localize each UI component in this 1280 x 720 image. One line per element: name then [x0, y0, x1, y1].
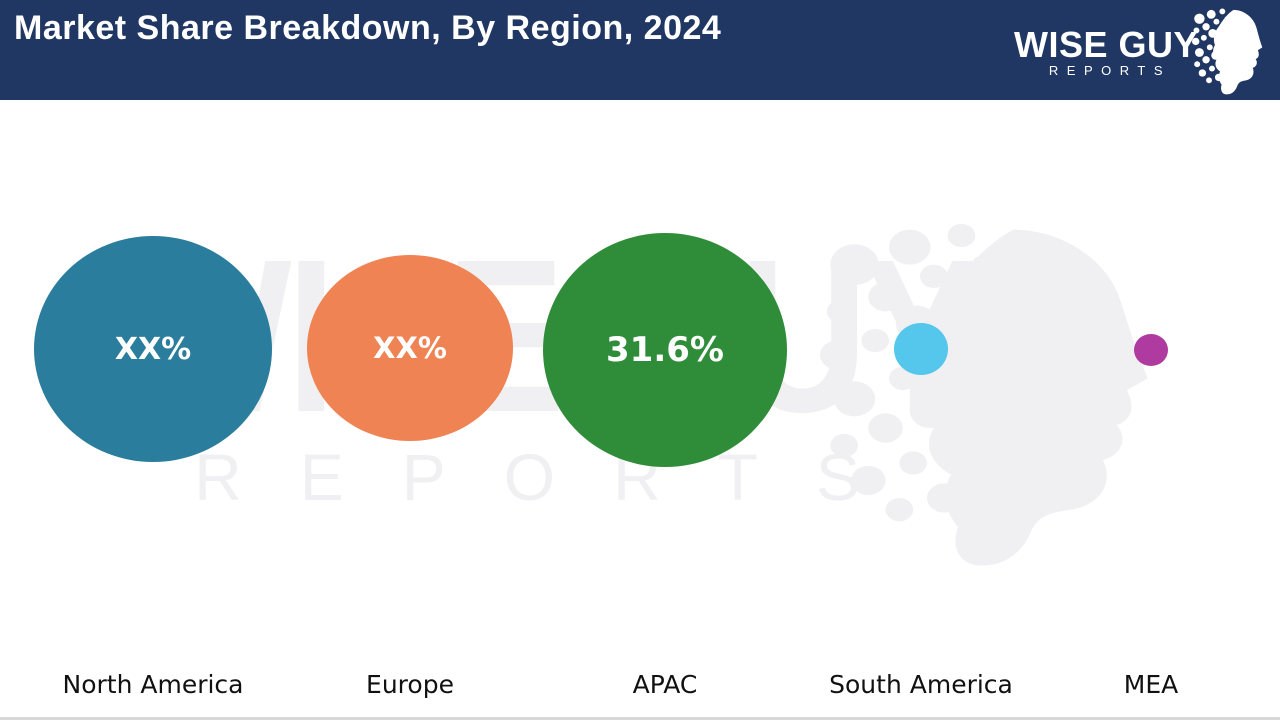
- wiseguy-head-icon: [1192, 8, 1263, 95]
- bottom-divider: [0, 717, 1280, 720]
- brand-logo: WISE GUY REPORTS: [1014, 5, 1266, 97]
- category-label-south-america: South America: [829, 670, 1013, 699]
- header-bar: Market Share Breakdown, By Region, 2024 …: [0, 0, 1280, 100]
- category-label-mea: MEA: [1123, 670, 1179, 699]
- bubble-value-label: XX%: [114, 331, 192, 367]
- bubble-apac: 31.6%: [543, 233, 787, 467]
- bubble-value-label: XX%: [373, 331, 447, 365]
- logo-wordmark: WISE GUY REPORTS: [1013, 23, 1198, 79]
- bubble-chart: WISE GUY REPORTS XX% XX% 31.6% North Ame…: [0, 100, 1280, 720]
- logo-name-text: WISE GUY: [1013, 23, 1198, 65]
- category-label-europe: Europe: [366, 670, 454, 699]
- bubble-mea: [1134, 334, 1168, 366]
- bubble-north-america: XX%: [34, 236, 272, 462]
- bubble-europe: XX%: [307, 255, 513, 441]
- watermark-sub-text: REPORTS: [194, 440, 918, 514]
- bubble-value-label: 31.6%: [606, 330, 724, 370]
- watermark-head-icon: [820, 223, 1148, 566]
- category-label-north-america: North America: [62, 670, 244, 699]
- logo-sub-text: REPORTS: [1048, 63, 1172, 79]
- bubble-south-america: [894, 323, 948, 375]
- category-label-apac: APAC: [632, 670, 698, 699]
- page-title: Market Share Breakdown, By Region, 2024: [14, 9, 722, 47]
